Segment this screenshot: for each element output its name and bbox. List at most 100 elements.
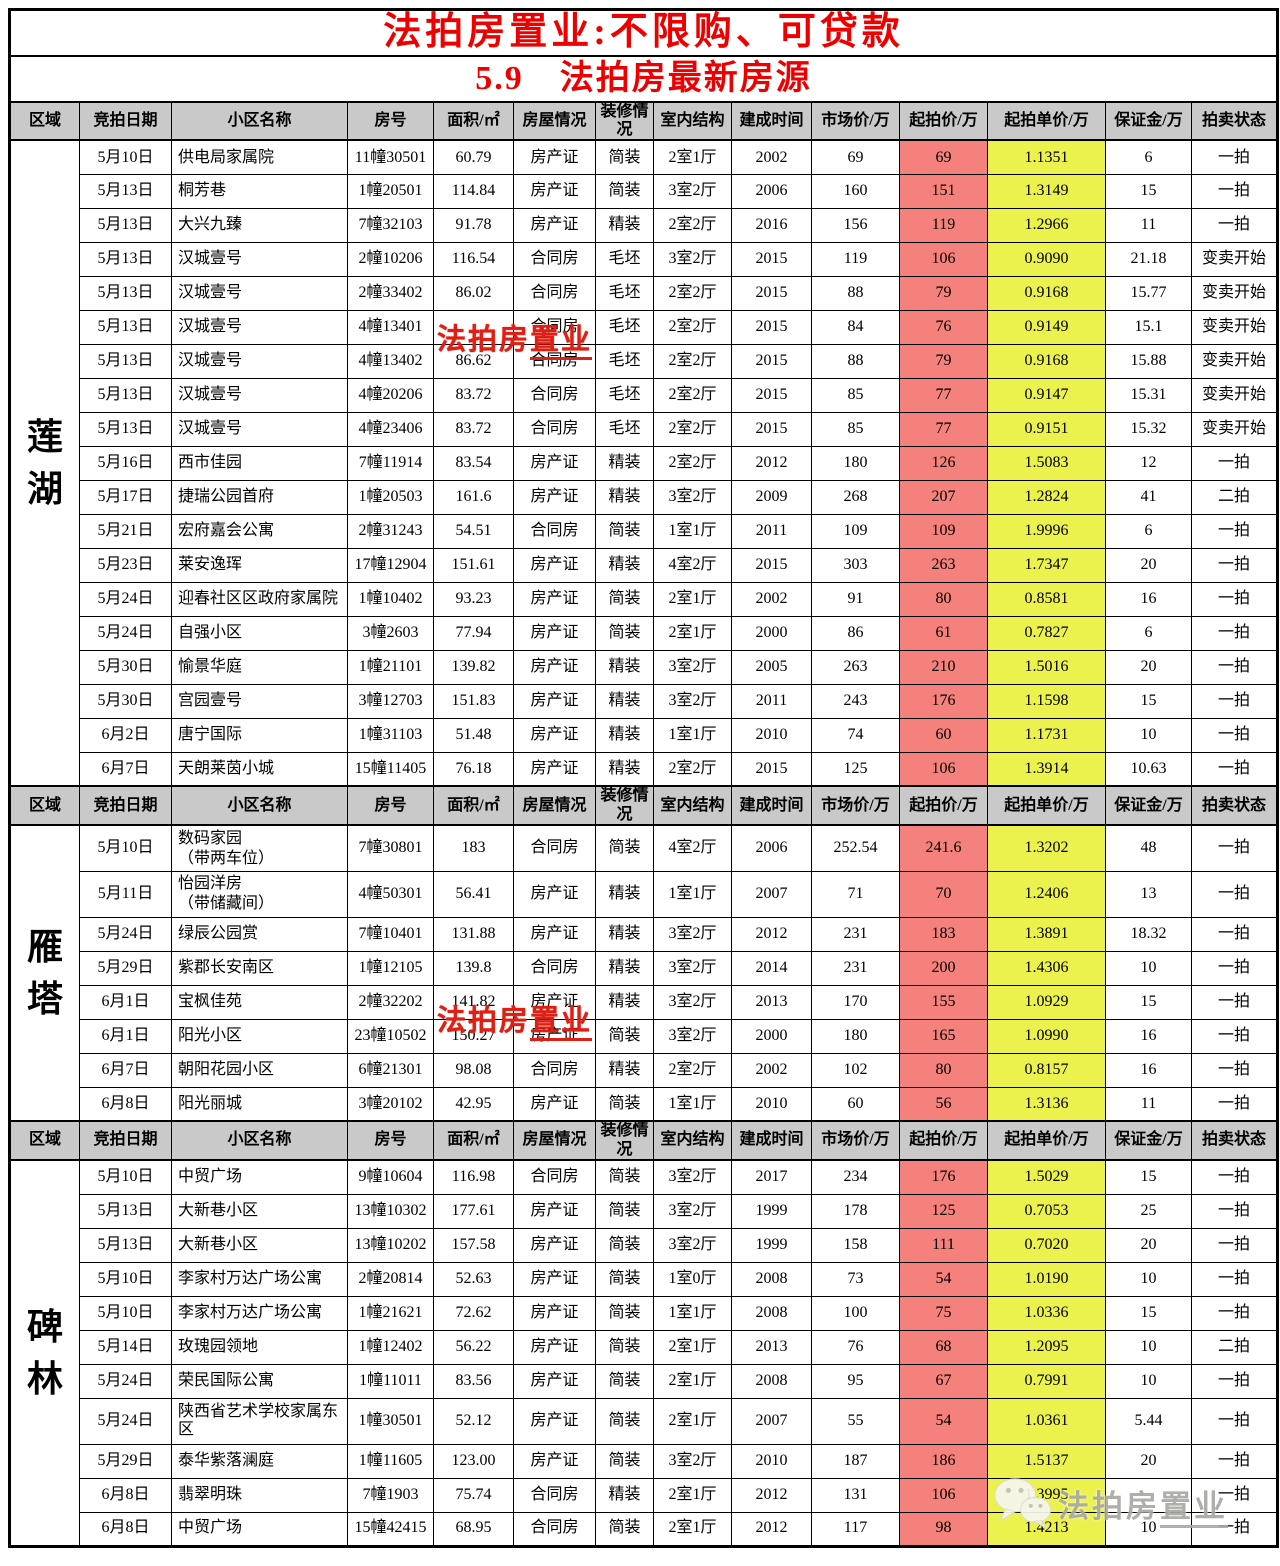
column-header: 室内结构 [653,1120,732,1162]
market-price-cell: 84 [811,309,900,345]
auction-status-cell: 一拍 [1190,581,1279,617]
column-header: 市场价/万 [811,785,900,827]
room-number-cell: 9幢10604 [347,1159,434,1195]
deposit-cell: 20 [1105,547,1192,583]
deposit-cell: 25 [1105,1193,1192,1229]
housing-status-cell: 房产证 [513,751,596,787]
unit-price-cell: 1.5083 [987,445,1106,481]
column-header: 市场价/万 [811,1120,900,1162]
layout-cell: 2室2厅 [653,445,732,481]
area-cell: 83.72 [433,411,514,447]
market-price-cell: 117 [811,1511,900,1547]
housing-status-cell: 合同房 [513,824,596,872]
wechat-icon [994,1478,1052,1530]
housing-status-cell: 房产证 [513,1443,596,1479]
market-price-cell: 263 [811,649,900,685]
auction-date-cell: 5月13日 [79,343,172,379]
decoration-cell: 简装 [595,615,654,651]
start-price-cell: 61 [899,615,988,651]
table-row: 5月24日 荣民国际公寓 1幢11011 83.56 房产证 简装 2室1厅 2008 95 67… [10,1363,1279,1399]
market-price-cell: 234 [811,1159,900,1195]
column-header: 竞拍日期 [79,1120,172,1162]
unit-price-cell: 1.1598 [987,683,1106,719]
table-row: 5月13日 大新巷小区 13幢10302 177.61 房产证 简装 3室2厅 1999 178… [10,1193,1279,1229]
layout-cell: 2室1厅 [653,1511,732,1547]
title-row-1: 法拍房置业:不限购、可贷款 [8,8,1279,57]
unit-price-cell: 1.3891 [987,916,1106,952]
room-number-cell: 15幢11405 [347,751,434,787]
area-cell: 98.08 [433,1052,514,1088]
housing-status-cell: 房产证 [513,547,596,583]
watermark-red-lianhu: 法拍房置业 [437,316,593,360]
auction-date-cell: 6月7日 [79,751,172,787]
build-year-cell: 2010 [731,1443,812,1479]
auction-status-cell: 一拍 [1190,683,1279,719]
room-number-cell: 1幢31103 [347,717,434,753]
table-row: 5月13日 汉城壹号 2幢10206 116.54 合同房 毛坯 3室2厅 2015 119 10… [10,241,1279,277]
start-price-cell: 60 [899,717,988,753]
auction-date-cell: 5月24日 [79,1397,172,1445]
room-number-cell: 1幢12402 [347,1329,434,1365]
housing-status-cell: 合同房 [513,1159,596,1195]
unit-price-cell: 0.9149 [987,309,1106,345]
build-year-cell: 2008 [731,1363,812,1399]
deposit-cell: 10 [1105,1511,1192,1547]
market-price-cell: 170 [811,984,900,1020]
market-price-cell: 69 [811,139,900,175]
build-year-cell: 2002 [731,139,812,175]
table-row: 5月24日 陕西省艺术学校家属东区 1幢30501 52.12 房产证 简装 2室1厅 200… [10,1397,1279,1445]
region-label: 碑林 [9,1159,80,1547]
community-name-cell: 汉城壹号 [171,343,348,379]
market-price-cell: 180 [811,445,900,481]
area-cell: 114.84 [433,173,514,209]
housing-status-cell: 房产证 [513,1261,596,1297]
auction-status-cell: 一拍 [1190,1443,1279,1479]
market-price-cell: 74 [811,717,900,753]
unit-price-cell: 1.3149 [987,173,1106,209]
room-number-cell: 1幢21101 [347,649,434,685]
unit-price-cell: 0.9147 [987,377,1106,413]
decoration-cell: 简装 [595,581,654,617]
watermark-wechat: 法拍房置业 [992,1476,1228,1530]
decoration-cell: 简装 [595,1086,654,1122]
decoration-cell: 简装 [595,1329,654,1365]
room-number-cell: 2幢10206 [347,241,434,277]
room-number-cell: 1幢11605 [347,1443,434,1479]
area-cell: 150.27 [433,1018,514,1054]
area-cell: 151.83 [433,683,514,719]
auction-status-cell: 一拍 [1190,870,1279,918]
auction-status-cell: 一拍 [1190,1397,1279,1445]
table-row: 5月14日 玫瑰园领地 1幢12402 56.22 房产证 简装 2室1厅 2013 76 68 1… [10,1329,1279,1365]
start-price-cell: 126 [899,445,988,481]
build-year-cell: 2015 [731,241,812,277]
table-row: 5月10日 李家村万达广场公寓 1幢21621 72.62 房产证 简装 1室1厅 2008 1… [10,1295,1279,1331]
area-cell: 51.48 [433,717,514,753]
area-cell: 56.41 [433,870,514,918]
layout-cell: 2室2厅 [653,207,732,243]
community-name-cell: 汉城壹号 [171,309,348,345]
auction-date-cell: 5月13日 [79,1193,172,1229]
area-cell: 83.56 [433,1363,514,1399]
auction-date-cell: 6月8日 [79,1477,172,1513]
build-year-cell: 2015 [731,343,812,379]
auction-date-cell: 5月24日 [79,916,172,952]
market-price-cell: 100 [811,1295,900,1331]
start-price-cell: 76 [899,309,988,345]
build-year-cell: 2012 [731,1477,812,1513]
start-price-cell: 200 [899,950,988,986]
layout-cell: 3室2厅 [653,1159,732,1195]
auction-date-cell: 6月1日 [79,1018,172,1054]
deposit-cell: 6 [1105,139,1192,175]
unit-price-cell: 1.4306 [987,950,1106,986]
area-cell: 116.98 [433,1159,514,1195]
deposit-cell: 10 [1105,1363,1192,1399]
start-price-cell: 210 [899,649,988,685]
unit-price-cell: 0.9090 [987,241,1106,277]
auction-table-body: 法拍房置业:不限购、可贷款 5.9 法拍房最新房源 区域 竞拍日期 小区名称 房号 面积… [8,8,1279,1547]
layout-cell: 2室2厅 [653,275,732,311]
community-name-cell: 李家村万达广场公寓 [171,1261,348,1297]
community-name-cell: 阳光小区 [171,1018,348,1054]
room-number-cell: 1幢10402 [347,581,434,617]
deposit-cell: 20 [1105,1443,1192,1479]
auction-date-cell: 6月8日 [79,1511,172,1547]
